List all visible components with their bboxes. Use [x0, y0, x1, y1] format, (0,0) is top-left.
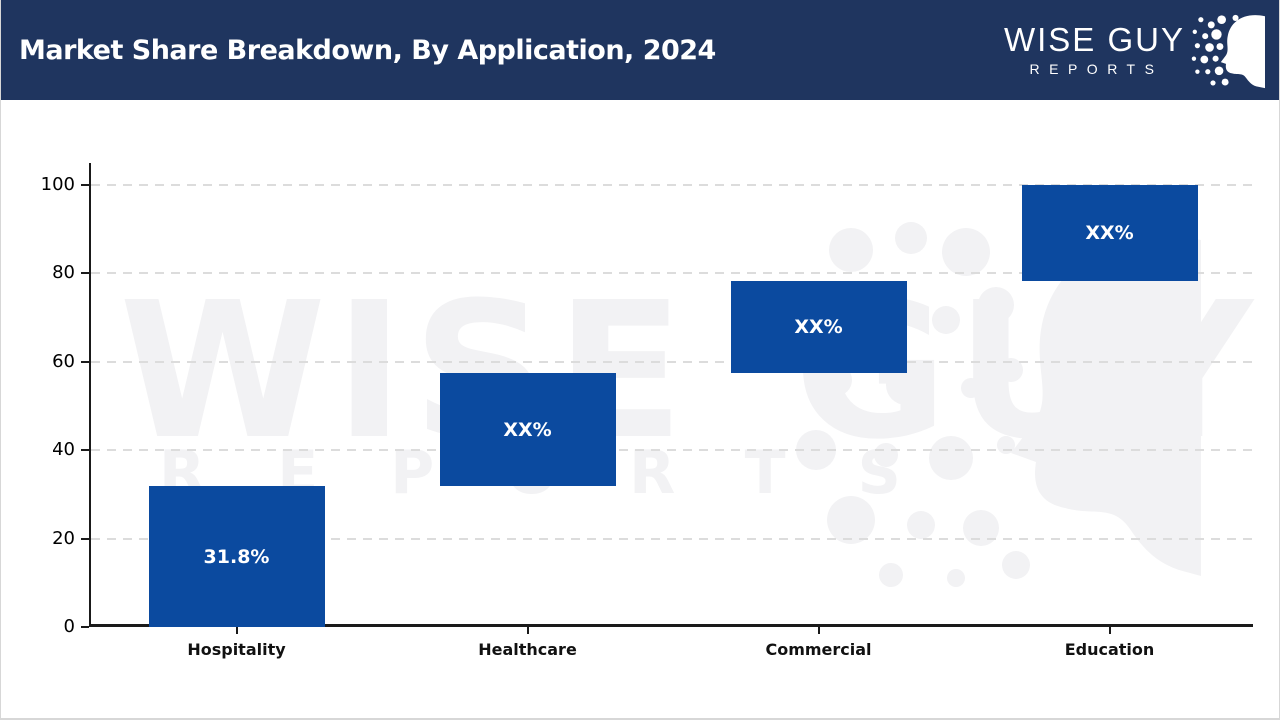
- bar-value-label: XX%: [503, 418, 552, 441]
- page-title: Market Share Breakdown, By Application, …: [19, 34, 716, 66]
- x-axis-label: Commercial: [765, 640, 872, 659]
- y-tick-label: 20: [52, 527, 75, 549]
- brand-head-icon: [1191, 14, 1265, 89]
- y-tick-label: 80: [52, 262, 75, 284]
- bar-value-label: 31.8%: [203, 545, 270, 568]
- y-tick: [81, 272, 89, 275]
- bar: 31.8%: [148, 486, 325, 627]
- gridline: [91, 449, 1253, 452]
- bar: XX%: [439, 372, 616, 487]
- gridline: [91, 184, 1253, 187]
- y-tick-label: 60: [52, 350, 75, 372]
- x-tick: [526, 627, 529, 634]
- x-axis-label: Hospitality: [187, 640, 286, 659]
- x-tick: [1108, 627, 1111, 634]
- x-tick: [235, 627, 238, 634]
- brand-wordmark: WISE GUY REPORTS: [1004, 23, 1185, 77]
- chart-plot: 0 20 40 60 80 100 31.8% Hospitality XX% Healthcar…: [41, 163, 1253, 659]
- watermark-head-graphic: [794, 222, 1201, 587]
- gridline: [91, 537, 1253, 540]
- x-axis-label: Education: [1064, 640, 1155, 659]
- y-tick-label: 40: [52, 439, 75, 461]
- y-tick: [81, 184, 89, 187]
- brand-name-text: WISE GUY: [1003, 21, 1185, 58]
- brand-subname-text: REPORTS: [1029, 61, 1164, 77]
- gridline: [91, 360, 1253, 363]
- header-bar: Market Share Breakdown, By Application, …: [1, 0, 1279, 100]
- x-axis-label: Healthcare: [478, 640, 577, 659]
- y-tick: [81, 449, 89, 452]
- y-tick: [81, 537, 89, 540]
- y-tick: [81, 360, 89, 363]
- bar-value-label: XX%: [794, 316, 843, 339]
- bar: XX%: [730, 281, 907, 373]
- gridline: [91, 272, 1253, 275]
- x-tick: [817, 627, 820, 634]
- brand-logo: WISE GUY REPORTS: [1004, 7, 1265, 93]
- y-tick-label: 0: [63, 616, 75, 637]
- bar-value-label: XX%: [1085, 222, 1134, 245]
- bar: XX%: [1021, 185, 1198, 282]
- y-tick: [81, 626, 89, 628]
- y-tick-label: 100: [40, 174, 75, 196]
